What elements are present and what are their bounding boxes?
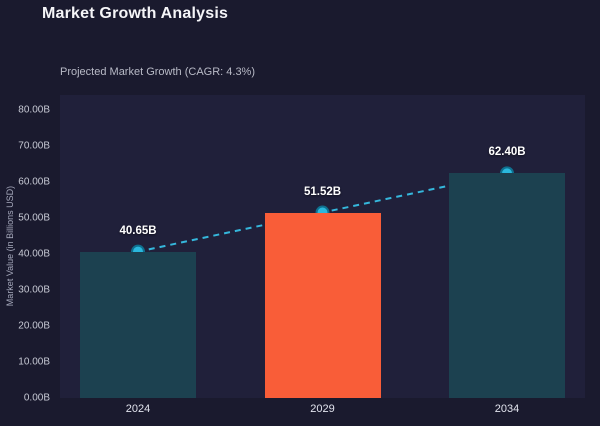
y-tick-label: 20.00B <box>18 320 50 332</box>
x-tick-label-2034: 2034 <box>494 403 520 415</box>
x-tick-label-2029: 2029 <box>310 403 335 415</box>
bar-2029 <box>264 212 381 398</box>
value-label-2034: 62.40B <box>488 146 526 159</box>
y-axis-tick-labels: 0.00B 10.00B 20.00B 30.00B 40.00B 50.00B 60.00… <box>0 95 54 404</box>
bar-2024 <box>80 251 196 398</box>
y-tick-label: 80.00B <box>18 104 50 116</box>
chart-subtitle: Projected Market Growth (CAGR: 4.3%) <box>60 66 256 78</box>
x-tick-label-2024: 2024 <box>125 403 151 415</box>
plot-area: 40.65B 51.52B 62.40B <box>60 95 585 398</box>
bar-2034 <box>449 173 565 398</box>
y-tick-label: 60.00B <box>18 176 50 188</box>
value-label-2024: 40.65B <box>119 224 157 237</box>
x-axis-tick-labels: 2024 2029 2034 <box>60 403 585 419</box>
y-tick-label: 0.00B <box>23 392 50 404</box>
y-tick-label: 30.00B <box>18 284 50 296</box>
chart-title: Market Growth Analysis <box>42 5 229 22</box>
y-tick-label: 40.00B <box>18 248 50 260</box>
y-tick-label: 10.00B <box>18 356 50 368</box>
value-label-2029: 51.52B <box>303 185 342 198</box>
y-tick-label: 70.00B <box>18 140 50 152</box>
y-tick-label: 50.00B <box>18 212 50 224</box>
